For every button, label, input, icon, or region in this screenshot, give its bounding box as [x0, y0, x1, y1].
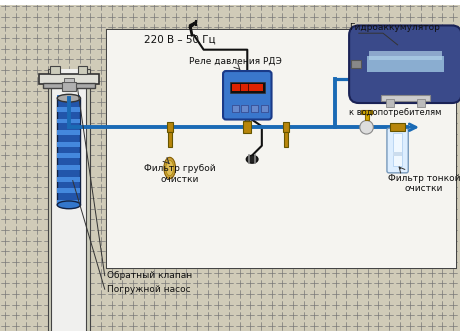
- Ellipse shape: [164, 157, 175, 179]
- Bar: [393, 152, 402, 156]
- FancyBboxPatch shape: [223, 71, 272, 120]
- Text: Обратный клапан: Обратный клапан: [107, 270, 192, 280]
- Bar: [232, 84, 263, 91]
- Text: Реле давления РДЭ: Реле давления РДЭ: [189, 56, 282, 65]
- Bar: [57, 130, 81, 135]
- Bar: [50, 66, 60, 74]
- Bar: [86, 69, 90, 331]
- Bar: [57, 142, 81, 147]
- Bar: [381, 95, 429, 101]
- Bar: [39, 74, 99, 84]
- Circle shape: [360, 121, 374, 134]
- Bar: [107, 30, 456, 268]
- Bar: [168, 132, 172, 147]
- Ellipse shape: [166, 160, 173, 176]
- Bar: [57, 188, 81, 193]
- Bar: [47, 69, 51, 331]
- Bar: [284, 132, 288, 147]
- Text: Фильтр грубой
очистки: Фильтр грубой очистки: [144, 164, 215, 183]
- FancyBboxPatch shape: [349, 26, 462, 103]
- Bar: [351, 60, 361, 68]
- Bar: [244, 121, 251, 133]
- Text: Гидроаккумулятор: Гидроаккумулятор: [349, 23, 440, 32]
- Ellipse shape: [57, 94, 81, 102]
- Bar: [57, 98, 81, 205]
- Bar: [230, 82, 265, 93]
- Bar: [283, 122, 289, 132]
- Bar: [366, 56, 444, 72]
- Bar: [50, 69, 87, 331]
- Bar: [261, 105, 268, 112]
- Bar: [386, 99, 394, 107]
- Text: к водопотребителям: к водопотребителям: [349, 108, 441, 117]
- Bar: [43, 83, 95, 87]
- Text: Фильтр тонкой
очистки: Фильтр тонкой очистки: [388, 174, 460, 193]
- Bar: [361, 110, 373, 114]
- Bar: [251, 105, 258, 112]
- Text: Погружной насос: Погружной насос: [107, 285, 190, 294]
- Bar: [57, 154, 81, 158]
- Bar: [57, 177, 81, 181]
- Bar: [393, 133, 402, 166]
- Bar: [78, 66, 87, 74]
- Bar: [107, 30, 456, 268]
- Bar: [417, 99, 425, 107]
- Bar: [64, 78, 73, 82]
- FancyBboxPatch shape: [387, 128, 408, 173]
- Bar: [365, 113, 368, 121]
- Bar: [246, 102, 249, 121]
- Bar: [57, 119, 81, 123]
- Bar: [62, 82, 76, 91]
- Bar: [57, 95, 81, 100]
- Ellipse shape: [57, 201, 81, 209]
- Bar: [368, 51, 442, 60]
- Bar: [241, 105, 248, 112]
- Ellipse shape: [246, 155, 258, 163]
- Bar: [57, 107, 81, 112]
- Text: 220 В – 50 Гц: 220 В – 50 Гц: [144, 35, 215, 45]
- Bar: [232, 105, 238, 112]
- Bar: [57, 200, 81, 205]
- Bar: [390, 123, 405, 131]
- Bar: [167, 122, 173, 132]
- Bar: [57, 165, 81, 170]
